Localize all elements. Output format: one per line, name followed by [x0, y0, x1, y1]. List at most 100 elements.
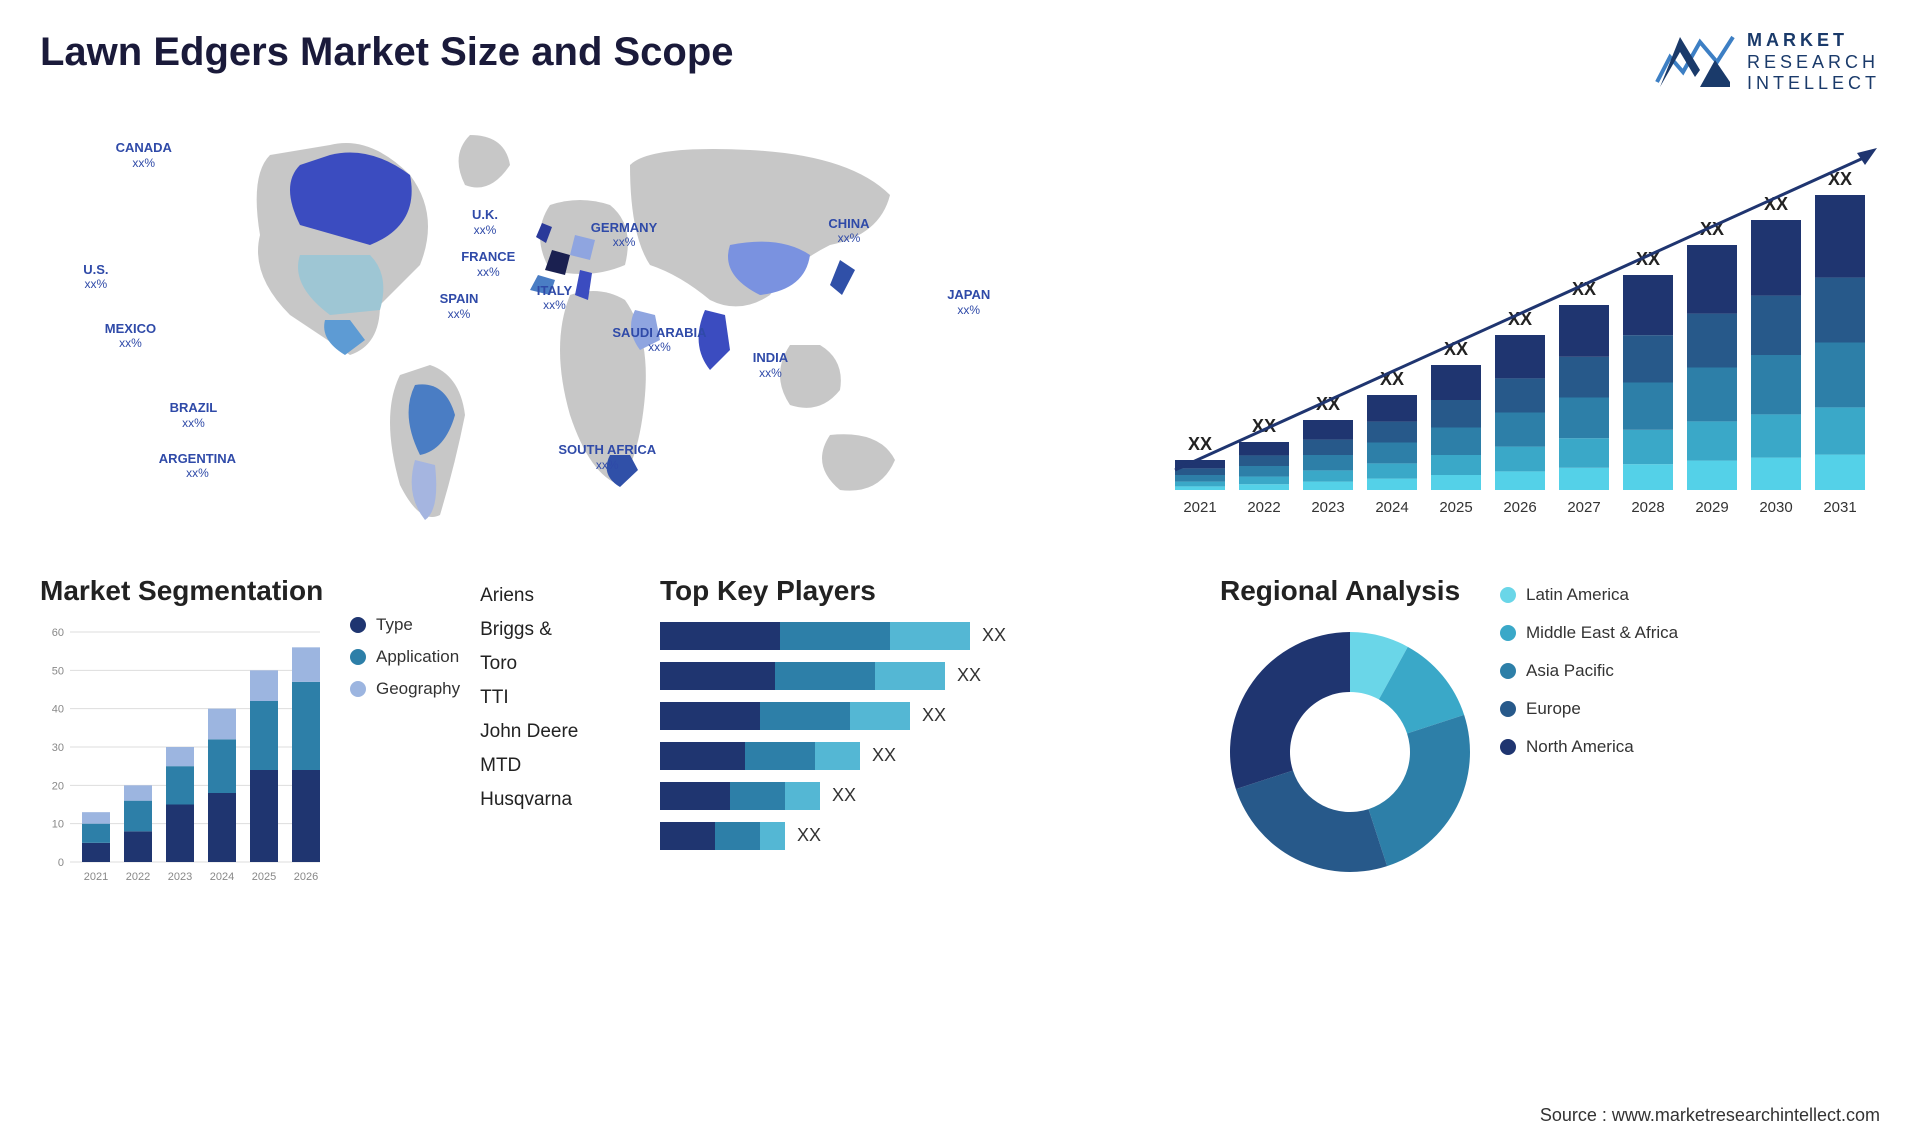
seg-bar-seg [82, 823, 110, 842]
growth-bar-seg [1623, 430, 1673, 464]
seg-ytick: 30 [52, 742, 64, 754]
keyplayer-bar-label: XX [922, 705, 946, 726]
growth-year-label: 2030 [1759, 499, 1792, 516]
growth-bar-seg [1431, 475, 1481, 490]
seg-bar-seg [292, 770, 320, 862]
map-label-argentina: ARGENTINAxx% [159, 451, 236, 481]
keyplayer-bar [660, 742, 860, 770]
growth-bar-seg [1751, 457, 1801, 489]
growth-bar-seg [1367, 463, 1417, 478]
regional-legend-item: North America [1500, 737, 1678, 757]
seg-bar-seg [124, 785, 152, 800]
keyplayer-bar-seg [660, 622, 780, 650]
growth-bar-label: XX [1188, 434, 1212, 454]
seg-legend-label: Geography [376, 679, 460, 699]
keyplayer-bar [660, 622, 970, 650]
keyplayer-bar [660, 702, 910, 730]
keyplayer-bar-seg [875, 662, 945, 690]
keyplayers-chart: XXXXXXXXXXXX [660, 622, 1180, 850]
growth-bar-seg [1495, 335, 1545, 378]
growth-bar-seg [1815, 454, 1865, 489]
seg-legend-label: Type [376, 615, 413, 635]
seg-bar-seg [208, 793, 236, 862]
growth-bar-seg [1751, 220, 1801, 296]
logo-line3: INTELLECT [1747, 73, 1880, 95]
brand-logo: MARKET RESEARCH INTELLECT [1655, 30, 1880, 95]
seg-bar-seg [166, 766, 194, 804]
map-label-japan: JAPANxx% [947, 287, 990, 317]
legend-dot-icon [1500, 625, 1516, 641]
page-title: Lawn Edgers Market Size and Scope [40, 30, 734, 75]
keyplayer-bar-seg [660, 822, 715, 850]
donut-slice [1230, 632, 1350, 789]
seg-bar-seg [82, 812, 110, 824]
keyplayer-bar-seg [760, 822, 785, 850]
player-item: MTD [480, 755, 578, 777]
seg-bar-seg [208, 708, 236, 739]
keyplayer-bar-row: XX [660, 822, 1180, 850]
growth-bar-seg [1687, 313, 1737, 367]
seg-bar-seg [292, 647, 320, 682]
player-item: TTI [480, 687, 578, 709]
seg-legend-item: Geography [350, 679, 460, 699]
growth-bar-seg [1559, 397, 1609, 438]
growth-bar-seg [1815, 342, 1865, 407]
keyplayer-bar-row: XX [660, 742, 1180, 770]
growth-bar-seg [1687, 460, 1737, 489]
logo-line1: MARKET [1747, 30, 1880, 52]
growth-bar-seg [1687, 245, 1737, 314]
legend-dot-icon [1500, 701, 1516, 717]
keyplayer-bar-seg [890, 622, 970, 650]
growth-bar-seg [1431, 400, 1481, 428]
growth-bar-seg [1175, 475, 1225, 482]
seg-legend-item: Type [350, 615, 460, 635]
growth-bar-seg [1431, 455, 1481, 475]
keyplayer-bar-seg [815, 742, 860, 770]
seg-bar-seg [166, 804, 194, 862]
seg-ytick: 0 [58, 857, 64, 869]
keyplayer-bar-seg [775, 662, 875, 690]
map-label-mexico: MEXICOxx% [105, 321, 156, 351]
growth-bar-seg [1239, 455, 1289, 466]
donut-slice [1236, 770, 1387, 871]
map-label-india: INDIAxx% [753, 350, 788, 380]
growth-year-label: 2028 [1631, 499, 1664, 516]
segmentation-chart: 0102030405060202120222023202420252026 [40, 622, 330, 892]
regional-legend-label: Asia Pacific [1526, 661, 1614, 681]
keyplayer-bar-seg [660, 702, 760, 730]
regional-legend-label: Middle East & Africa [1526, 623, 1678, 643]
keyplayer-bar-seg [780, 622, 890, 650]
growth-bar-seg [1687, 421, 1737, 460]
seg-bar-seg [292, 682, 320, 770]
growth-bar-seg [1367, 395, 1417, 422]
growth-bar-seg [1239, 442, 1289, 455]
keyplayer-bar-row: XX [660, 622, 1180, 650]
growth-bar-seg [1687, 367, 1737, 421]
growth-bar-seg [1559, 357, 1609, 398]
keyplayer-bar-label: XX [982, 625, 1006, 646]
regional-legend-item: Asia Pacific [1500, 661, 1678, 681]
growth-bar-seg [1559, 305, 1609, 357]
regional-legend-label: Europe [1526, 699, 1581, 719]
player-item: Briggs & [480, 619, 578, 641]
growth-trend-arrowhead [1857, 148, 1877, 165]
seg-ytick: 50 [52, 665, 64, 677]
growth-year-label: 2029 [1695, 499, 1728, 516]
growth-bar-seg [1623, 335, 1673, 382]
map-label-saudi-arabia: SAUDI ARABIAxx% [612, 325, 706, 355]
regional-legend-item: Europe [1500, 699, 1678, 719]
growth-bar-seg [1431, 365, 1481, 400]
regional-legend: Latin AmericaMiddle East & AfricaAsia Pa… [1500, 575, 1678, 892]
growth-year-label: 2027 [1567, 499, 1600, 516]
growth-bar-chart: XX2021XX2022XX2023XX2024XX2025XX2026XX20… [1160, 115, 1880, 535]
segmentation-legend: TypeApplicationGeography [350, 575, 460, 699]
keyplayer-bar-seg [730, 782, 785, 810]
map-label-france: FRANCExx% [461, 249, 515, 279]
seg-bar-seg [250, 770, 278, 862]
source-text: Source : www.marketresearchintellect.com [1540, 1105, 1880, 1126]
player-item: Toro [480, 653, 578, 675]
growth-bar-seg [1815, 407, 1865, 454]
regional-legend-label: North America [1526, 737, 1634, 757]
seg-xlabel: 2022 [126, 871, 150, 883]
seg-xlabel: 2025 [252, 871, 276, 883]
